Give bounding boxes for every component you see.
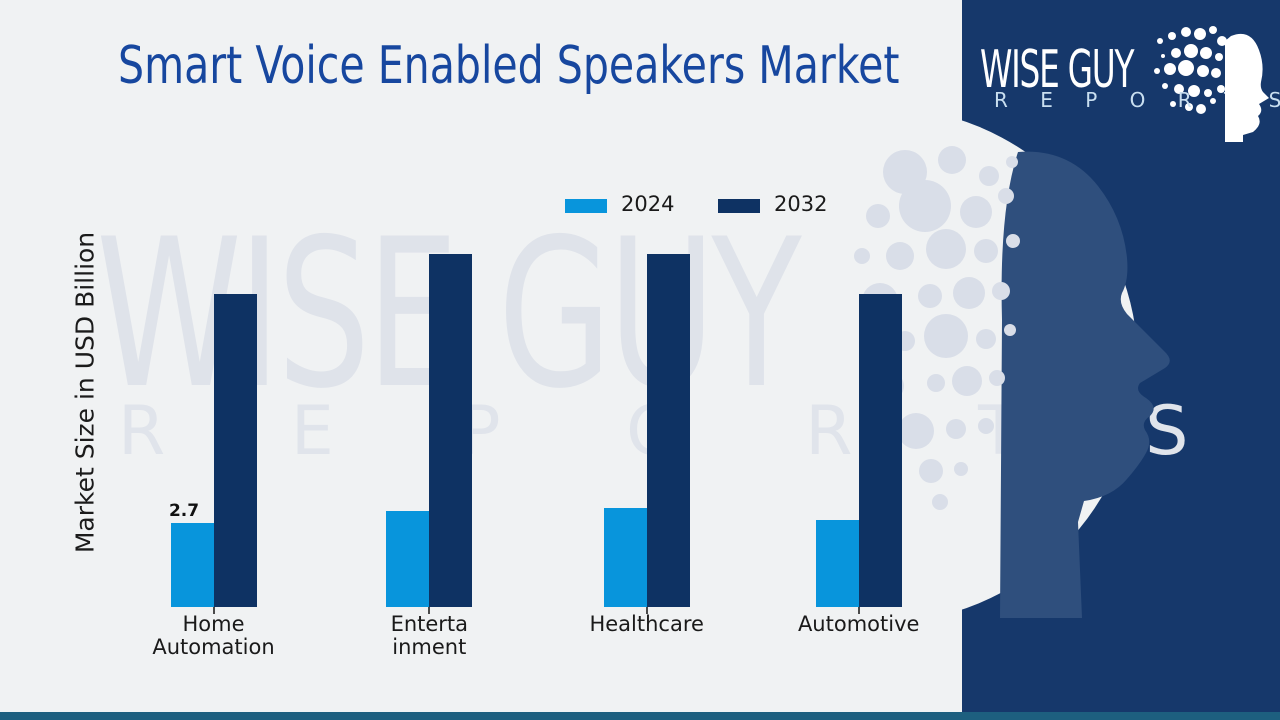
decorative-dot bbox=[978, 418, 994, 434]
brand-logo-name: WISE GUY bbox=[980, 40, 1135, 100]
decorative-dot bbox=[992, 282, 1010, 300]
decorative-dot bbox=[1184, 44, 1198, 58]
decorative-dot bbox=[1200, 47, 1212, 59]
decorative-dot bbox=[1211, 68, 1221, 78]
decorative-dot bbox=[1178, 60, 1194, 76]
bar-2032-home-automation bbox=[213, 293, 257, 607]
decorative-dot bbox=[1168, 32, 1176, 40]
decorative-dot bbox=[1185, 103, 1193, 111]
decorative-dot bbox=[1194, 28, 1206, 40]
decorative-dot bbox=[926, 229, 966, 269]
decorative-dot bbox=[854, 248, 870, 264]
decorative-dot bbox=[1204, 89, 1212, 97]
legend-swatch-2032 bbox=[718, 199, 760, 213]
decorative-dot bbox=[932, 494, 948, 510]
decorative-dot bbox=[1157, 38, 1163, 44]
decorative-dot bbox=[938, 146, 966, 174]
bar-2032-automotive bbox=[858, 293, 902, 607]
decorative-dot bbox=[1006, 156, 1018, 168]
decorative-dot bbox=[898, 413, 934, 449]
footer-bar bbox=[0, 712, 1280, 720]
decorative-dot bbox=[1006, 234, 1020, 248]
decorative-dot bbox=[899, 180, 951, 232]
decorative-dot bbox=[989, 370, 1005, 386]
decorative-dot bbox=[952, 366, 982, 396]
bar-2024-home-automation bbox=[170, 523, 214, 607]
decorative-dot bbox=[976, 329, 996, 349]
decorative-dot bbox=[1215, 53, 1223, 61]
decorative-dot bbox=[886, 242, 914, 270]
x-axis-tick bbox=[857, 607, 860, 614]
decorative-dot bbox=[960, 196, 992, 228]
decorative-dot bbox=[954, 462, 968, 476]
decorative-dot bbox=[1188, 85, 1200, 97]
bar-2024-automotive bbox=[815, 520, 859, 607]
decorative-dot bbox=[1004, 324, 1016, 336]
bar-2032-entertainment bbox=[429, 253, 473, 607]
decorative-dot bbox=[1210, 98, 1216, 104]
bar-2032-healthcare bbox=[646, 253, 690, 607]
brand-logo-subtitle: R E P O R T S bbox=[994, 88, 1280, 112]
decorative-dot bbox=[1209, 26, 1217, 34]
x-axis-tick bbox=[428, 607, 431, 614]
decorative-dot bbox=[918, 284, 942, 308]
decorative-dot bbox=[1174, 84, 1184, 94]
decorative-dot bbox=[1161, 54, 1165, 58]
decorative-dot bbox=[1217, 85, 1225, 93]
y-axis-label: Market Size in USD Billion bbox=[70, 231, 100, 554]
category-label-healthcare: Healthcare bbox=[589, 612, 704, 636]
bar-value-label: 2.7 bbox=[168, 501, 200, 522]
decorative-dot bbox=[946, 419, 966, 439]
x-axis-tick bbox=[212, 607, 215, 614]
x-axis-tick bbox=[645, 607, 648, 614]
decorative-dot bbox=[979, 166, 999, 186]
legend-label-2024: 2024 bbox=[621, 192, 675, 216]
decorative-dot bbox=[998, 188, 1014, 204]
decorative-dot bbox=[1154, 68, 1160, 74]
decorative-dot bbox=[1197, 65, 1209, 77]
decorative-dot bbox=[924, 314, 968, 358]
decorative-dot bbox=[1171, 48, 1181, 58]
category-label-entertainment: Enterta inment bbox=[390, 612, 469, 659]
decorative-dot bbox=[919, 459, 943, 483]
category-label-automotive: Automotive bbox=[797, 612, 920, 636]
decorative-dot bbox=[1170, 101, 1176, 107]
bar-2024-entertainment bbox=[386, 510, 430, 607]
decorative-dot bbox=[1217, 36, 1227, 46]
bar-2024-healthcare bbox=[603, 507, 647, 607]
decorative-dot bbox=[1164, 63, 1176, 75]
category-label-home-automation: Home Automation bbox=[152, 612, 275, 659]
decorative-dot bbox=[1196, 104, 1206, 114]
legend-swatch-2024 bbox=[565, 199, 607, 213]
decorative-dot bbox=[866, 204, 890, 228]
page-title: Smart Voice Enabled Speakers Market bbox=[118, 36, 900, 96]
decorative-dot bbox=[974, 239, 998, 263]
decorative-dot bbox=[1181, 27, 1191, 37]
decorative-dot bbox=[1162, 83, 1168, 89]
decorative-dot bbox=[927, 374, 945, 392]
decorative-dot bbox=[953, 277, 985, 309]
legend-label-2032: 2032 bbox=[774, 192, 828, 216]
